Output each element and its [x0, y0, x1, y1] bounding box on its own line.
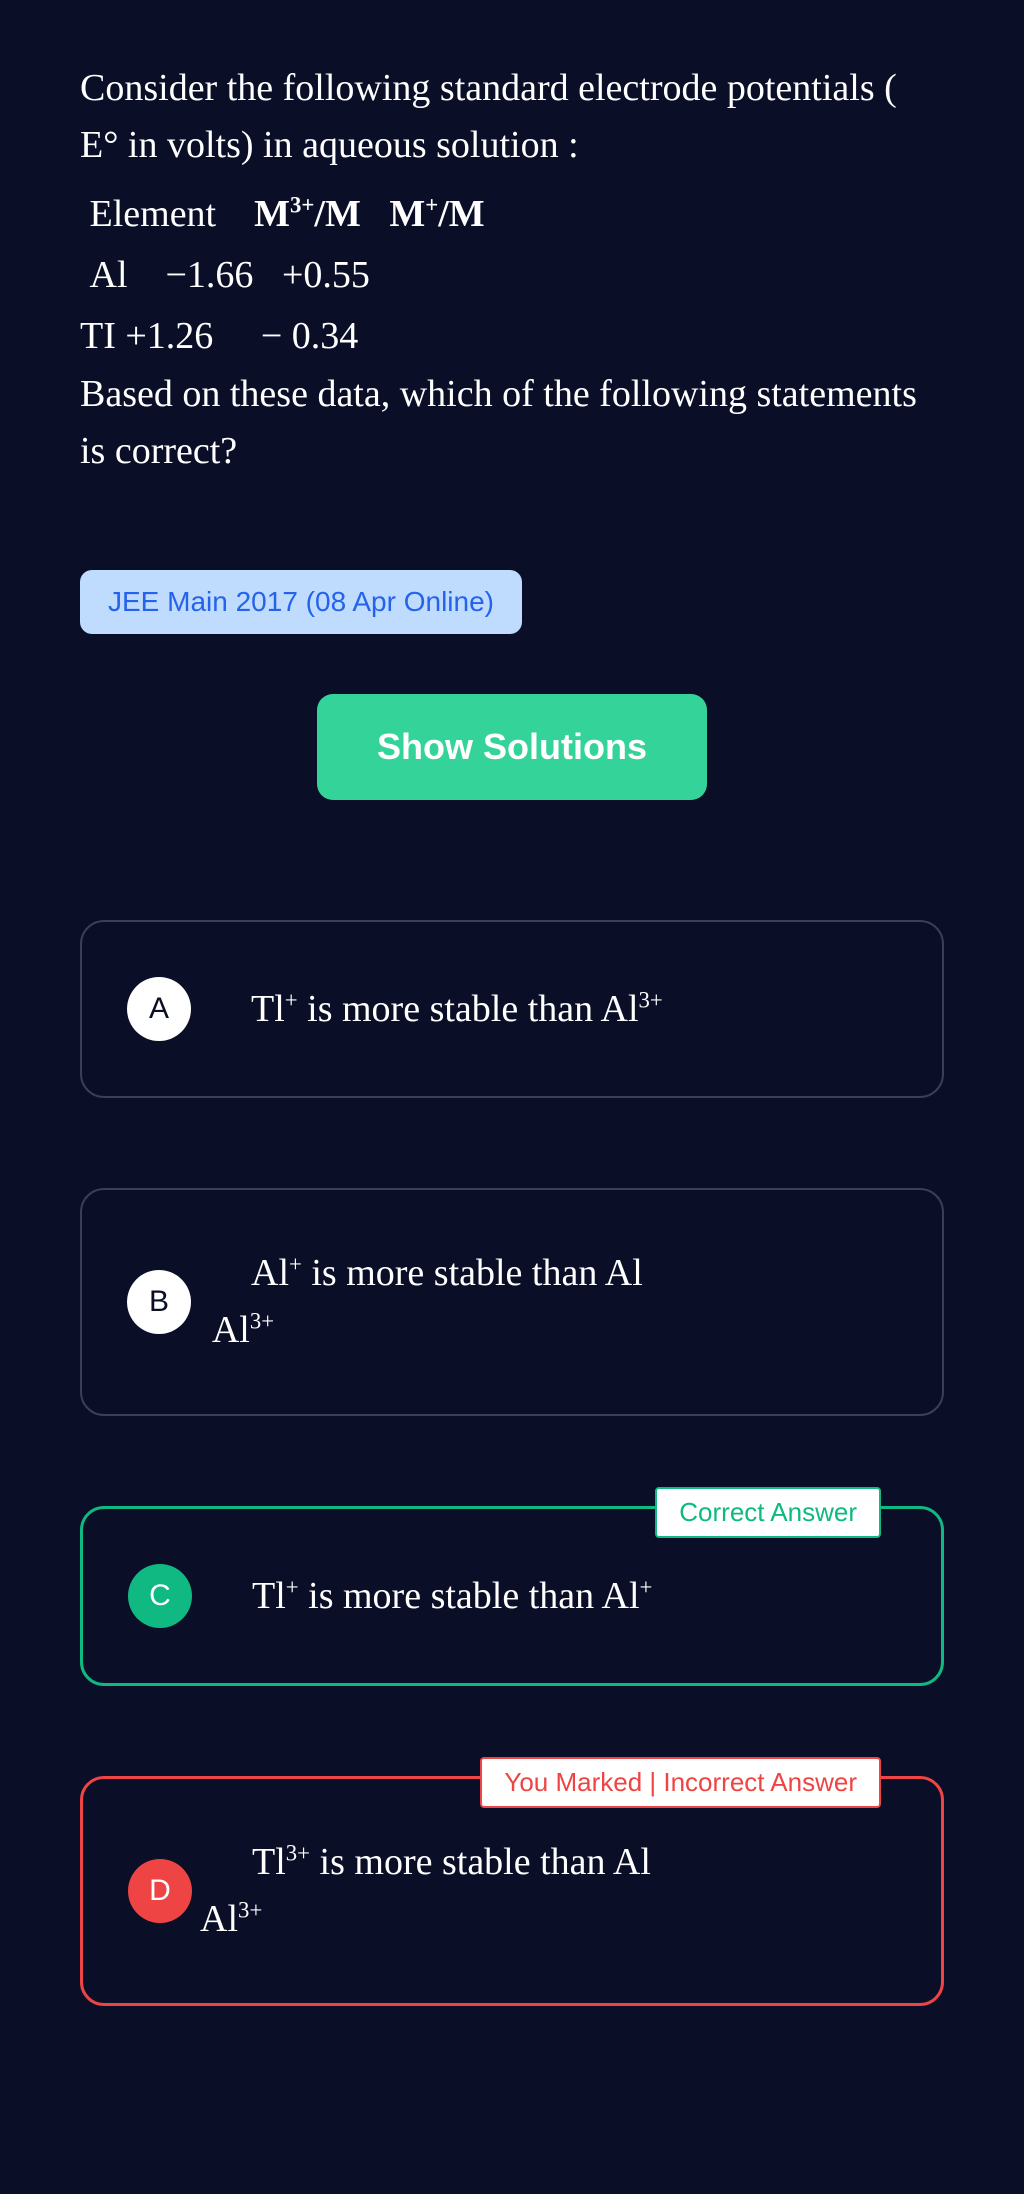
opt-c-mid: is more stable than Al — [299, 1575, 640, 1617]
opt-d-sup1: 3+ — [286, 1841, 310, 1866]
col-m1-base: M — [389, 193, 425, 235]
show-solutions-button[interactable]: Show Solutions — [317, 694, 707, 800]
opt-b-mid: is more stable than Al — [302, 1252, 643, 1294]
opt-c-sup2: + — [640, 1574, 653, 1599]
option-b-text: Al+ is more stable than AlAl+Al3+ — [251, 1245, 643, 1359]
opt-a-prefix: Tl — [251, 988, 285, 1030]
col-m3-base: M — [254, 193, 290, 235]
question-outro: Based on these data, which of the follow… — [80, 366, 944, 480]
correct-answer-badge: Correct Answer — [655, 1487, 881, 1538]
col-m1-sup: + — [425, 192, 438, 217]
option-b-letter: B — [127, 1270, 191, 1334]
option-c-text: Tl+ is more stable than Al+ — [252, 1568, 652, 1625]
option-c-card[interactable]: Correct Answer C Tl+ is more stable than… — [80, 1506, 944, 1686]
table-row-ti: TI +1.26 − 0.34 — [80, 306, 944, 367]
question-intro: Consider the following standard electrod… — [80, 60, 944, 174]
opt-a-sup1: + — [285, 987, 298, 1012]
opt-c-prefix: Tl — [252, 1575, 286, 1617]
row2-element: TI — [80, 315, 116, 357]
opt-b-prefix: Al — [251, 1252, 289, 1294]
row1-element: Al — [90, 254, 128, 296]
col-m3-suffix: /M — [314, 193, 360, 235]
option-d-card[interactable]: You Marked | Incorrect Answer D Tl3+ is … — [80, 1776, 944, 2006]
row2-val2: − 0.34 — [261, 315, 358, 357]
col-m1-suffix: /M — [438, 193, 484, 235]
table-row-al: Al −1.66 +0.55 — [80, 245, 944, 306]
opt-d-sup2: 3+ — [238, 1898, 262, 1923]
option-a-text: Tl+ is more stable than Al3+ — [251, 981, 663, 1038]
option-d-text: Tl3+ is more stable than AlTl3+Al3+ — [252, 1834, 651, 1948]
option-a-card[interactable]: A Tl+ is more stable than Al3+ — [80, 920, 944, 1098]
row2-val1: +1.26 — [125, 315, 213, 357]
option-b-card[interactable]: B Al+ is more stable than AlAl+Al3+ — [80, 1188, 944, 1416]
opt-d-prefix: Tl — [252, 1841, 286, 1883]
exam-tag[interactable]: JEE Main 2017 (08 Apr Online) — [80, 570, 522, 634]
table-header-row: Element M3+/M M+/M — [80, 184, 944, 245]
opt-b-sup2: 3+ — [250, 1309, 274, 1334]
row1-val2: +0.55 — [282, 254, 370, 296]
option-a-letter: A — [127, 977, 191, 1041]
opt-a-mid: is more stable than Al — [298, 988, 639, 1030]
opt-b-sup1: + — [289, 1252, 302, 1277]
col-element: Element — [90, 193, 217, 235]
col-m3-sup: 3+ — [290, 192, 314, 217]
row1-val1: −1.66 — [166, 254, 254, 296]
option-d-letter: D — [128, 1859, 192, 1923]
option-c-letter: C — [128, 1564, 192, 1628]
opt-d-mid: is more stable than Al — [310, 1841, 651, 1883]
incorrect-answer-badge: You Marked | Incorrect Answer — [480, 1757, 881, 1808]
opt-c-sup1: + — [286, 1574, 299, 1599]
opt-a-sup2: 3+ — [639, 987, 663, 1012]
